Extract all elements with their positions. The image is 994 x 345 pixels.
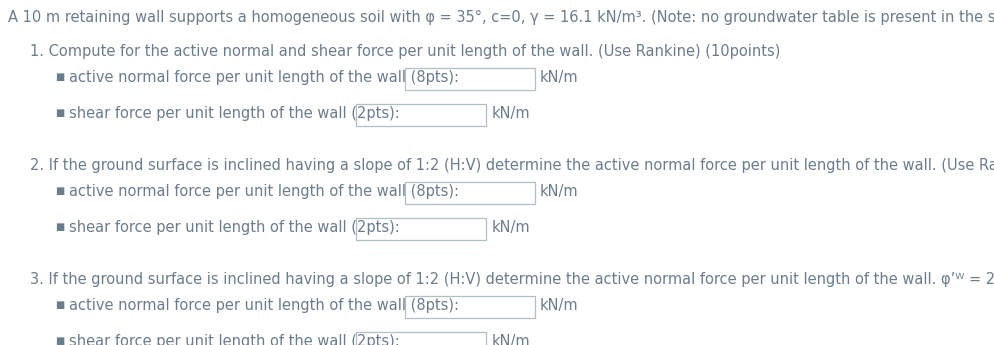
Text: kN/m: kN/m (491, 106, 530, 121)
Text: ■: ■ (55, 108, 65, 118)
Bar (405, 296, 534, 318)
Text: kN/m: kN/m (539, 184, 578, 199)
Text: ■: ■ (55, 336, 65, 345)
Text: shear force per unit length of the wall (2pts):: shear force per unit length of the wall … (69, 106, 400, 121)
Text: 3. If the ground surface is inclined having a slope of 1:2 (H:V) determine the a: 3. If the ground surface is inclined hav… (30, 272, 994, 287)
Text: kN/m: kN/m (539, 70, 578, 85)
Bar (356, 104, 486, 126)
Text: active normal force per unit length of the wall (8pts):: active normal force per unit length of t… (69, 70, 458, 85)
Text: ■: ■ (55, 222, 65, 232)
Text: active normal force per unit length of the wall (8pts):: active normal force per unit length of t… (69, 298, 458, 313)
Text: kN/m: kN/m (491, 220, 530, 235)
Text: shear force per unit length of the wall (2pts):: shear force per unit length of the wall … (69, 220, 400, 235)
Text: kN/m: kN/m (539, 298, 578, 313)
Text: shear force per unit length of the wall (2pts):: shear force per unit length of the wall … (69, 334, 400, 345)
Text: ■: ■ (55, 186, 65, 196)
Text: kN/m: kN/m (491, 334, 530, 345)
Bar (356, 332, 486, 345)
Text: 2. If the ground surface is inclined having a slope of 1:2 (H:V) determine the a: 2. If the ground surface is inclined hav… (30, 158, 994, 173)
Text: active normal force per unit length of the wall (8pts):: active normal force per unit length of t… (69, 184, 458, 199)
Text: ■: ■ (55, 72, 65, 82)
Bar (405, 68, 534, 90)
Text: ■: ■ (55, 300, 65, 310)
Bar (356, 218, 486, 240)
Text: A 10 m retaining wall supports a homogeneous soil with φ = 35°, c=0, γ = 16.1 kN: A 10 m retaining wall supports a homogen… (8, 10, 994, 25)
Bar (405, 182, 534, 204)
Text: 1. Compute for the active normal and shear force per unit length of the wall. (U: 1. Compute for the active normal and she… (30, 44, 779, 59)
